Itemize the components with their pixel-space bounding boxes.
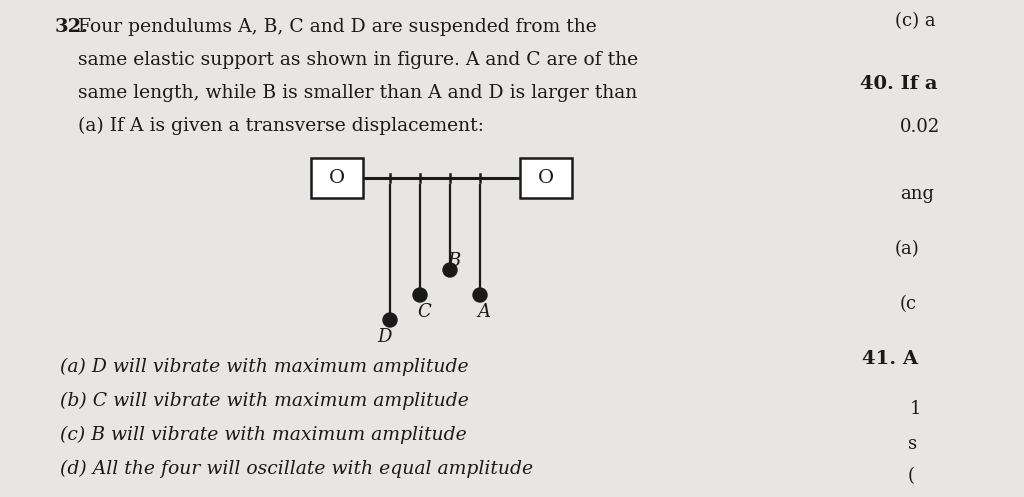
Text: A: A	[477, 303, 490, 321]
Text: B: B	[447, 252, 461, 270]
Text: ang: ang	[900, 185, 934, 203]
FancyBboxPatch shape	[520, 158, 572, 198]
Text: 0.02: 0.02	[900, 118, 940, 136]
Text: same length, while B is smaller than A and D is larger than: same length, while B is smaller than A a…	[78, 84, 637, 102]
Text: (c: (c	[900, 295, 918, 313]
Text: 1: 1	[910, 400, 922, 418]
Text: (: (	[908, 467, 915, 485]
FancyBboxPatch shape	[311, 158, 362, 198]
Text: O: O	[329, 169, 345, 187]
Text: O: O	[538, 169, 554, 187]
Text: C: C	[417, 303, 431, 321]
Text: 41. A: 41. A	[862, 350, 918, 368]
Text: D: D	[377, 328, 391, 346]
Circle shape	[383, 313, 397, 327]
Text: (b) C will vibrate with maximum amplitude: (b) C will vibrate with maximum amplitud…	[60, 392, 469, 410]
Text: same elastic support as shown in figure. A and C are of the: same elastic support as shown in figure.…	[78, 51, 638, 69]
Circle shape	[413, 288, 427, 302]
Text: (d) All the four will oscillate with equal amplitude: (d) All the four will oscillate with equ…	[60, 460, 534, 478]
Text: (a) If A is given a transverse displacement:: (a) If A is given a transverse displacem…	[78, 117, 484, 135]
Text: (c) a: (c) a	[895, 12, 936, 30]
Text: (c) B will vibrate with maximum amplitude: (c) B will vibrate with maximum amplitud…	[60, 426, 467, 444]
Text: (a): (a)	[895, 240, 920, 258]
Text: 40. If a: 40. If a	[860, 75, 938, 93]
Circle shape	[443, 263, 457, 277]
Text: (a) D will vibrate with maximum amplitude: (a) D will vibrate with maximum amplitud…	[60, 358, 469, 376]
Circle shape	[473, 288, 487, 302]
Text: s: s	[908, 435, 918, 453]
Text: 32.: 32.	[55, 18, 89, 36]
Text: Four pendulums A, B, C and D are suspended from the: Four pendulums A, B, C and D are suspend…	[78, 18, 597, 36]
